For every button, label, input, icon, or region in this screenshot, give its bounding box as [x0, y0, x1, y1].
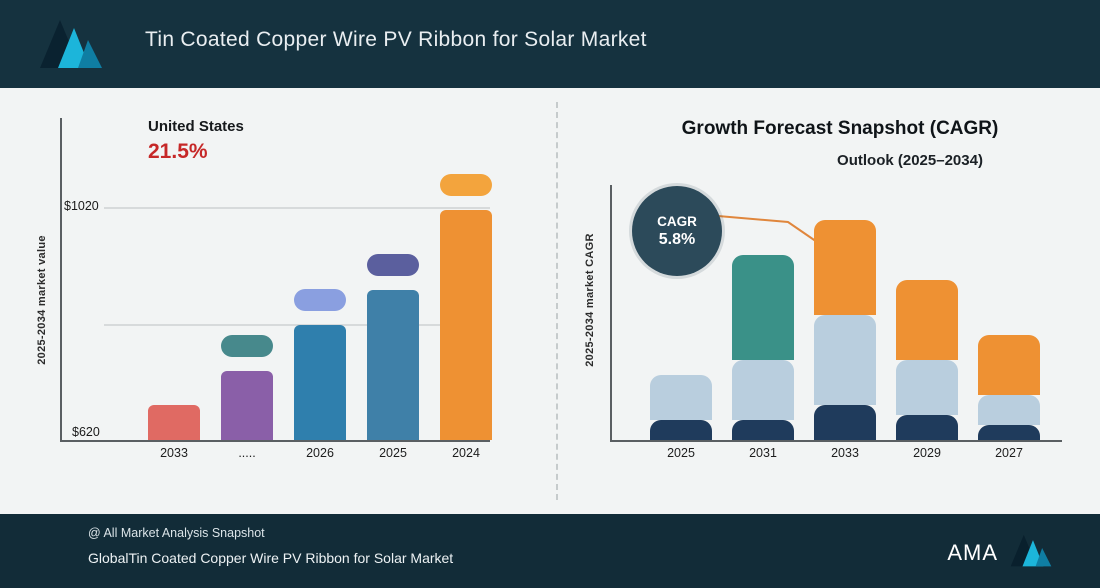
- segment-top: [896, 280, 958, 360]
- right-y-axis-label: 2025-2034 market CAGR: [584, 233, 596, 367]
- header: Tin Coated Copper Wire PV Ribbon for Sol…: [0, 0, 1100, 88]
- segment-base: [814, 405, 876, 440]
- category-label: 2025: [379, 446, 407, 460]
- category-label: 2026: [306, 446, 334, 460]
- segment-mid: [896, 360, 958, 415]
- bar-column: [367, 254, 419, 440]
- stacked-bar-column: [814, 220, 876, 440]
- footer-line2: GlobalTin Coated Copper Wire PV Ribbon f…: [88, 550, 454, 566]
- segment-base: [650, 420, 712, 440]
- growth-percentage: 21.5%: [148, 140, 208, 163]
- right-y-axis: [610, 185, 612, 440]
- category-label: 2033: [160, 446, 188, 460]
- ama-logo-footer-icon: [1008, 531, 1054, 574]
- right-category-labels: 2025 2031 2033 2029 2027: [650, 446, 1040, 460]
- segment-base: [978, 425, 1040, 440]
- segment-top: [814, 220, 876, 315]
- category-label: 2027: [995, 446, 1023, 460]
- stacked-bar-column: [732, 255, 794, 440]
- cagr-badge-label: CAGR: [657, 213, 697, 229]
- segment-top: [732, 255, 794, 360]
- left-bar-group: [148, 160, 492, 440]
- bar-column: [294, 289, 346, 440]
- bar-2025: [367, 290, 419, 440]
- segment-mid: [814, 315, 876, 405]
- bar-.....: [221, 371, 273, 440]
- bar-cap: [221, 335, 273, 357]
- segment-base: [896, 415, 958, 440]
- category-label: 2029: [913, 446, 941, 460]
- segment-mid: [650, 375, 712, 420]
- footer-line1: @ All Market Analysis Snapshot: [88, 526, 265, 540]
- segment-base: [732, 420, 794, 440]
- segment-mid: [978, 395, 1040, 425]
- category-label: 2033: [831, 446, 859, 460]
- bar-cap: [440, 174, 492, 196]
- bar-column: [440, 174, 492, 440]
- y-tick-top: $1020: [64, 199, 99, 213]
- stacked-bar-column: [896, 280, 958, 440]
- stacked-bar-column: [978, 335, 1040, 440]
- bar-column: [148, 405, 200, 440]
- main-area: 2025-2034 market value United States 21.…: [0, 88, 1100, 514]
- footer: @ All Market Analysis Snapshot GlobalTin…: [0, 514, 1100, 588]
- stacked-bar-column: [650, 375, 712, 440]
- left-y-axis-label: 2025-2034 market value: [36, 235, 48, 365]
- bar-cap: [294, 289, 346, 311]
- footer-brand-text: AMA: [947, 539, 998, 565]
- right-bar-group: [650, 220, 1040, 440]
- category-label: .....: [238, 446, 256, 460]
- page-title: Tin Coated Copper Wire PV Ribbon for Sol…: [145, 28, 647, 51]
- right-x-axis: [610, 440, 1062, 442]
- cagr-badge: CAGR 5.8%: [632, 186, 722, 276]
- bar-2033: [148, 405, 200, 440]
- bar-2024: [440, 210, 492, 440]
- gridline-top: [104, 207, 490, 209]
- left-y-axis: [60, 118, 62, 440]
- panel-divider: [556, 102, 558, 500]
- left-x-axis: [60, 440, 490, 442]
- segment-mid: [732, 360, 794, 420]
- footer-brand: AMA: [947, 531, 1054, 574]
- segment-top: [978, 335, 1040, 395]
- bar-cap: [367, 254, 419, 276]
- category-label: 2031: [749, 446, 777, 460]
- right-chart-subtitle: Outlook (2025–2034): [837, 152, 983, 169]
- category-label: 2025: [667, 446, 695, 460]
- region-label: United States: [148, 118, 244, 135]
- category-label: 2024: [452, 446, 480, 460]
- bar-2026: [294, 325, 346, 440]
- y-tick-bottom: $620: [72, 425, 100, 439]
- left-category-labels: 2033..... 2026 2025 2024: [148, 446, 492, 460]
- right-chart-title: Growth Forecast Snapshot (CAGR): [681, 118, 999, 139]
- ama-logo-icon: [36, 14, 106, 72]
- cagr-badge-value: 5.8%: [658, 230, 696, 248]
- bar-column: [221, 335, 273, 440]
